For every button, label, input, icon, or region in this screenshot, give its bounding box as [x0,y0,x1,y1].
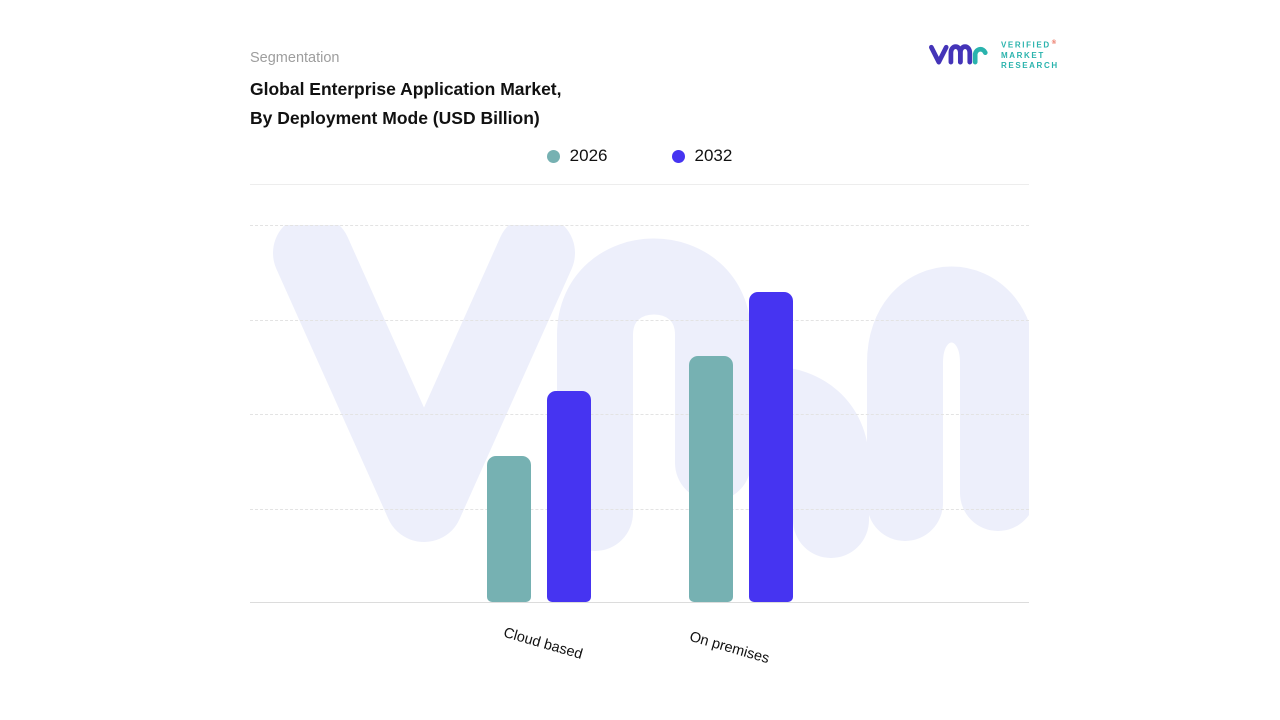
bar-group-cloud-based [487,224,591,602]
chart-title-line1: Global Enterprise Application Market, [250,79,562,99]
logo-line-market: MARKET [1001,50,1045,60]
legend-label-2026: 2026 [569,146,608,165]
chart-kicker: Segmentation [250,50,340,66]
x-label-cloud-based: Cloud based [501,625,585,663]
legend-item-2026[interactable]: 2026 [546,146,608,166]
bar-2032-cloud-based[interactable] [547,391,591,602]
logo-line-verified: VERIFIED® [1001,40,1058,50]
gridline [250,225,1029,226]
legend-swatch-2032 [671,149,685,163]
bar-2026-on-premises[interactable] [689,356,733,602]
legend-swatch-2026 [546,149,560,163]
header-divider [250,184,1029,185]
bars-layer [250,225,1029,603]
gridline [250,414,1029,415]
bar-2026-cloud-based[interactable] [487,456,531,602]
vmr-logo: VERIFIED® MARKET RESEARCH [928,38,1059,71]
vmr-logo-text: VERIFIED® MARKET RESEARCH [1001,38,1059,71]
gridline [250,319,1029,321]
x-label-on-premises: On premises [687,629,772,668]
x-axis-baseline [250,602,1029,603]
chart-title-line2: By Deployment Mode (USD Billion) [250,108,540,128]
plot-area [250,225,1029,603]
bar-2032-on-premises[interactable] [749,292,793,602]
chart-title: Global Enterprise Application Market, By… [250,75,562,133]
legend-item-2032[interactable]: 2032 [671,146,733,166]
vmr-logo-mark [929,44,988,65]
gridline [250,508,1029,510]
bar-group-on-premises [689,224,793,602]
legend: 2026 2032 [250,146,1029,166]
logo-line-research: RESEARCH [1001,60,1059,70]
legend-label-2032: 2032 [694,146,733,165]
registered-mark: ® [1051,40,1058,46]
